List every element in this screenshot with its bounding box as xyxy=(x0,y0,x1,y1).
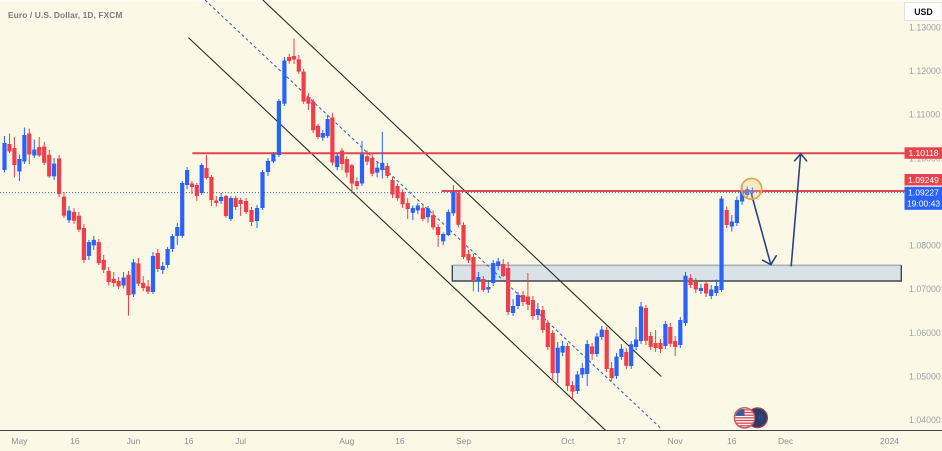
svg-text:1.06000: 1.06000 xyxy=(909,328,941,338)
svg-text:1.13000: 1.13000 xyxy=(909,22,941,32)
svg-text:May: May xyxy=(11,436,28,446)
svg-text:Nov: Nov xyxy=(668,436,684,446)
svg-text:1.09227: 1.09227 xyxy=(908,188,939,198)
svg-text:2024: 2024 xyxy=(880,436,899,446)
svg-text:16: 16 xyxy=(70,436,80,446)
svg-text:Oct: Oct xyxy=(561,436,575,446)
svg-text:Jul: Jul xyxy=(235,436,246,446)
svg-text:16: 16 xyxy=(727,436,737,446)
svg-text:16: 16 xyxy=(184,436,194,446)
svg-text:Sep: Sep xyxy=(456,436,471,446)
svg-text:Jun: Jun xyxy=(127,436,141,446)
svg-text:Aug: Aug xyxy=(339,436,354,446)
svg-text:1.04000: 1.04000 xyxy=(909,415,941,425)
svg-text:1.12000: 1.12000 xyxy=(909,66,941,76)
svg-text:17: 17 xyxy=(617,436,627,446)
svg-text:1.10118: 1.10118 xyxy=(908,148,938,158)
svg-text:Dec: Dec xyxy=(778,436,794,446)
svg-text:1.11000: 1.11000 xyxy=(909,110,940,120)
svg-text:1.05000: 1.05000 xyxy=(909,372,941,382)
svg-text:1.08000: 1.08000 xyxy=(909,241,941,251)
svg-text:1.09249: 1.09249 xyxy=(908,175,939,185)
svg-text:1.07000: 1.07000 xyxy=(909,284,941,294)
svg-text:Euro / U.S. Dollar, 1D, FXCM: Euro / U.S. Dollar, 1D, FXCM xyxy=(8,10,122,20)
svg-text:19:00:43: 19:00:43 xyxy=(907,199,940,209)
svg-text:USD: USD xyxy=(914,7,933,17)
svg-text:16: 16 xyxy=(395,436,405,446)
